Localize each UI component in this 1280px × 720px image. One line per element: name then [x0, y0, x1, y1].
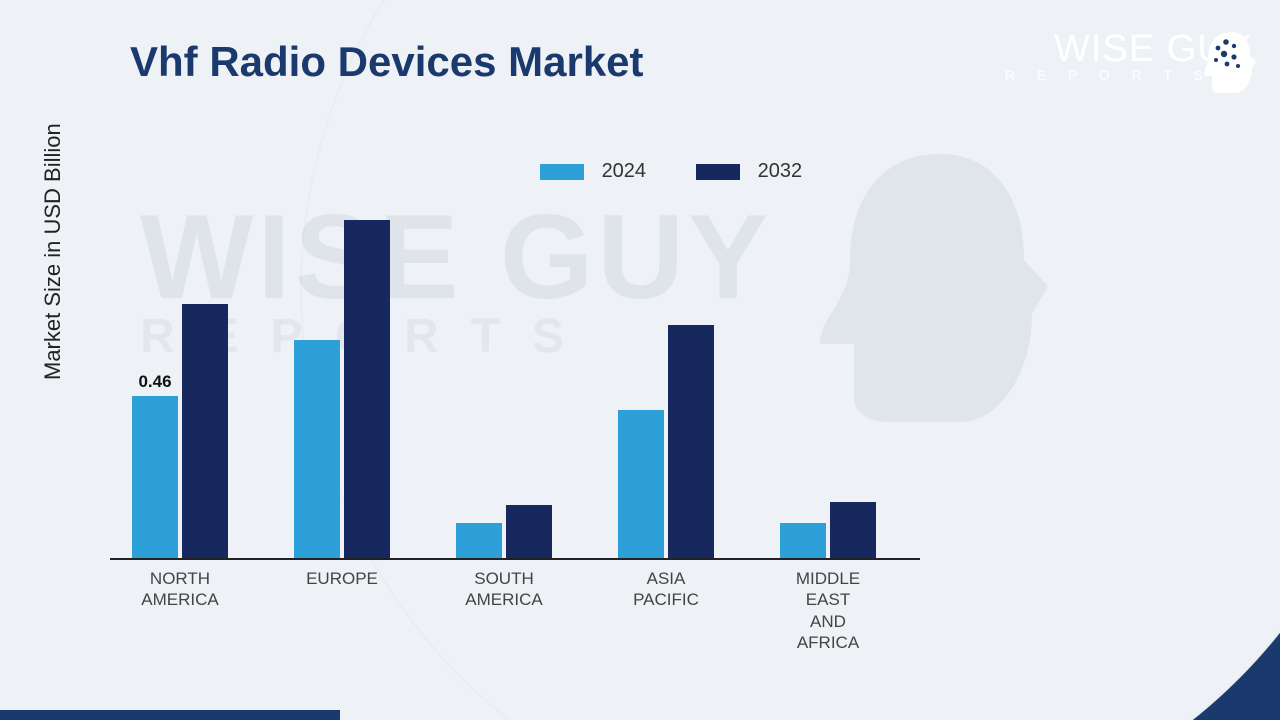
- legend-swatch-2024: [540, 164, 584, 180]
- bar: [780, 523, 826, 558]
- x-axis-label: SOUTH AMERICA: [429, 568, 579, 611]
- bar: [294, 340, 340, 558]
- bar: [506, 505, 552, 558]
- legend-swatch-2032: [696, 164, 740, 180]
- bar: [830, 502, 876, 558]
- x-axis-label: NORTH AMERICA: [105, 568, 255, 611]
- brand-sub: R E P O R T S: [992, 67, 1212, 83]
- bar: [182, 304, 228, 558]
- x-axis-label: ASIA PACIFIC: [591, 568, 741, 611]
- plot-area: NORTH AMERICAEUROPESOUTH AMERICAASIA PAC…: [110, 190, 920, 560]
- bottom-accent-bar: [0, 710, 340, 720]
- legend-label-2032: 2032: [758, 160, 803, 182]
- y-axis-label: Market Size in USD Billion: [40, 123, 66, 380]
- legend-item-2032: 2032: [696, 160, 802, 183]
- legend-label-2024: 2024: [602, 160, 647, 182]
- bar: [618, 410, 664, 558]
- bar-value-label: 0.46: [138, 372, 171, 392]
- bar: [456, 523, 502, 558]
- x-axis-label: MIDDLE EAST AND AFRICA: [753, 568, 903, 653]
- x-axis-label: EUROPE: [267, 568, 417, 589]
- bar: [132, 396, 178, 558]
- bar-chart: Market Size in USD Billion NORTH AMERICA…: [100, 190, 920, 570]
- head-icon: [1202, 30, 1258, 94]
- bar: [344, 220, 390, 558]
- bar: [668, 325, 714, 558]
- legend: 2024 2032: [540, 160, 802, 183]
- brand-logo: WISE GUY R E P O R T S: [992, 28, 1252, 83]
- legend-item-2024: 2024: [540, 160, 646, 183]
- chart-title: Vhf Radio Devices Market: [130, 38, 644, 86]
